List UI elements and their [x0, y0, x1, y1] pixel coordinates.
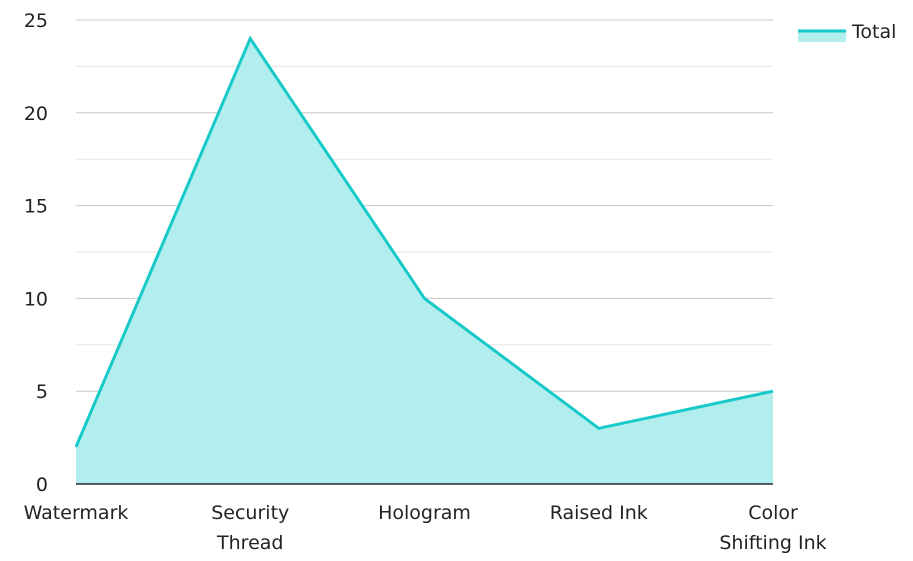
y-axis-ticks: 0 5 10 15 20 25	[24, 10, 48, 496]
series-area-fill	[76, 39, 773, 484]
y-tick-label: 0	[36, 474, 48, 496]
y-tick-label: 5	[36, 381, 48, 403]
x-tick-label: Hologram	[378, 502, 471, 524]
y-tick-label: 20	[24, 103, 48, 125]
series-area-layer	[76, 39, 773, 484]
y-tick-label: 15	[24, 196, 48, 218]
x-tick-label: Raised Ink	[550, 502, 648, 524]
y-tick-label: 25	[24, 10, 48, 32]
y-tick-label: 10	[24, 288, 48, 310]
legend-label-total: Total	[851, 21, 896, 43]
x-tick-label: Watermark	[24, 502, 129, 524]
legend: Total	[798, 21, 896, 43]
